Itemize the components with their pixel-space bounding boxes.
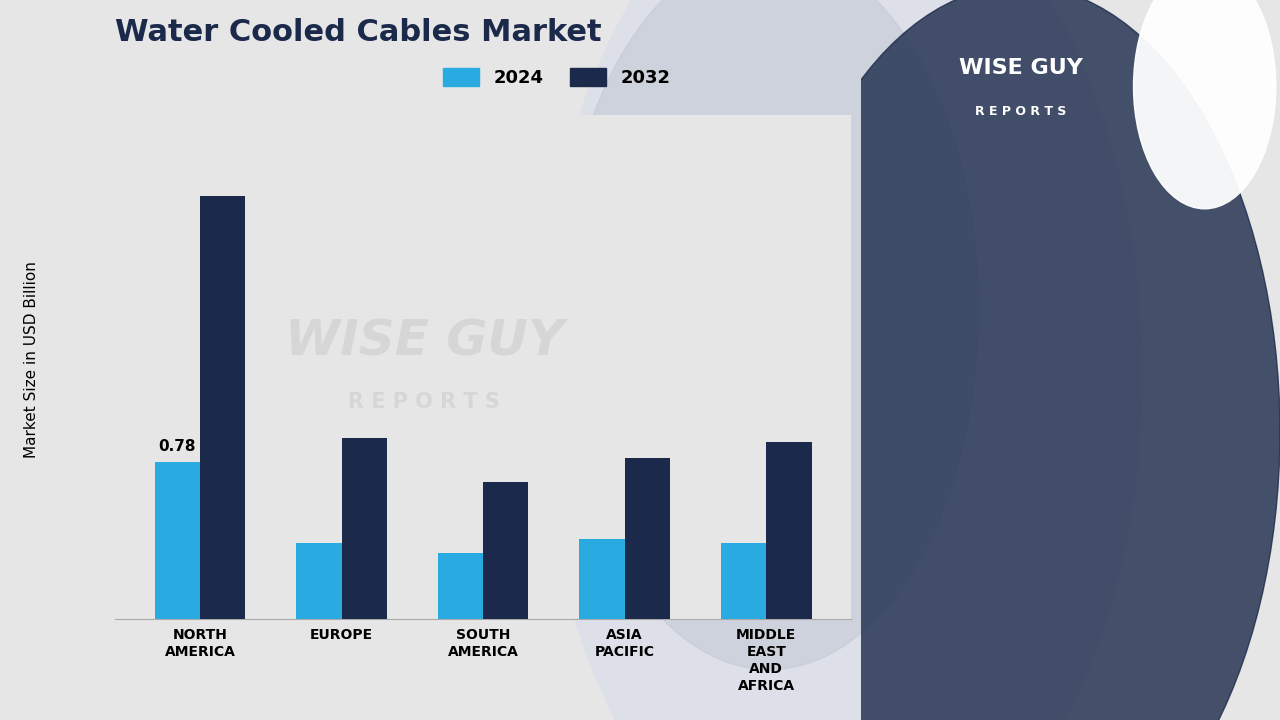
Bar [625,458,669,619]
Bar [721,543,767,619]
Text: 0.78: 0.78 [159,439,196,454]
Text: R E P O R T S: R E P O R T S [975,105,1066,118]
Text: Market Size in USD Billion: Market Size in USD Billion [24,261,40,459]
Bar [297,543,342,619]
Circle shape [539,0,1142,720]
Text: WISE GUY: WISE GUY [284,318,564,366]
Circle shape [762,0,1280,720]
Legend: 2024, 2032: 2024, 2032 [434,59,680,96]
Bar [484,482,529,619]
Bar [580,539,625,619]
Bar [342,438,387,619]
Bar [200,196,246,619]
Text: WISE GUY: WISE GUY [959,58,1083,78]
Text: Water Cooled Cables Market: Water Cooled Cables Market [115,18,602,47]
Bar [767,442,812,619]
Text: R E P O R T S: R E P O R T S [348,392,500,413]
Circle shape [1134,0,1276,209]
Bar [438,553,484,619]
Circle shape [561,0,979,670]
Bar [155,462,200,619]
